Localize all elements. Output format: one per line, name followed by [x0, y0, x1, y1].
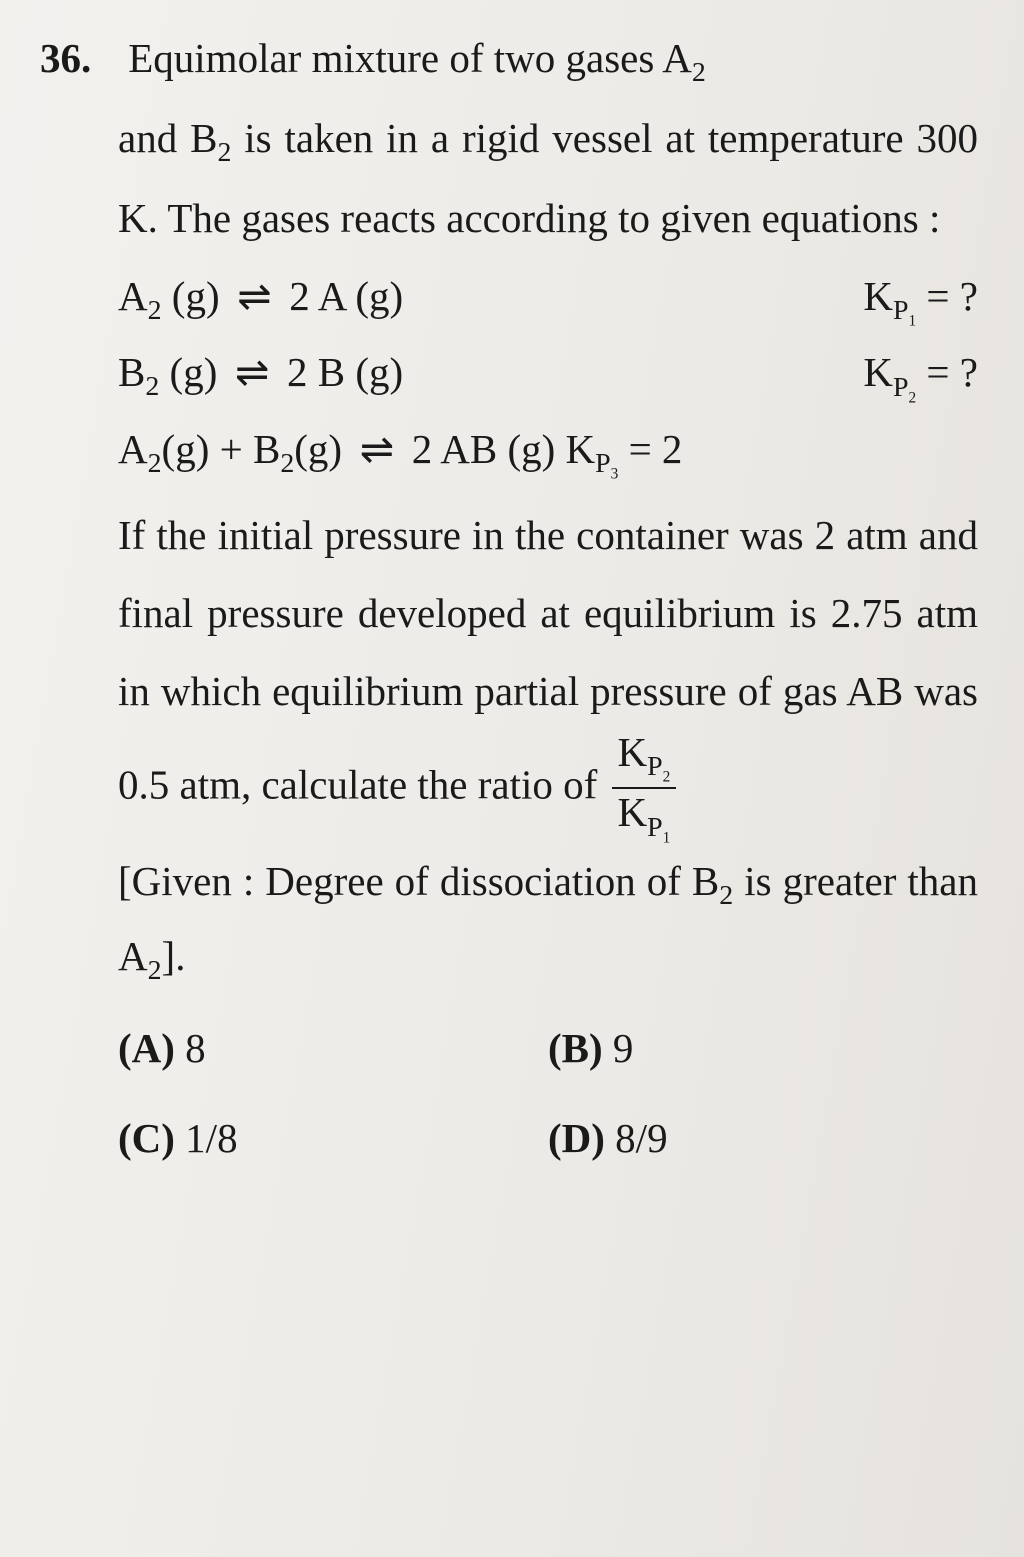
t: 2 AB (g): [402, 426, 566, 472]
t: (g): [159, 349, 217, 395]
s2: 2: [663, 768, 671, 785]
t: = ?: [916, 349, 978, 395]
choice-label: (C): [118, 1115, 175, 1161]
t: (g): [294, 426, 342, 472]
s: 2: [148, 448, 162, 479]
t: (g): [162, 273, 220, 319]
s: 2: [148, 955, 162, 986]
equilibrium-arrow-icon: ⇌: [230, 264, 279, 330]
eq2-k: KP2 = ?: [863, 340, 978, 410]
choice-label: (A): [118, 1025, 175, 1071]
t: = ?: [916, 273, 978, 319]
equation-3: A2(g) + B2(g) ⇌ 2 AB (g) KP3 = 2: [118, 417, 978, 487]
equilibrium-arrow-icon: ⇌: [228, 340, 277, 406]
t: A: [118, 273, 148, 319]
text: Equimolar mixture of two gases A: [128, 35, 692, 81]
text: is taken in a rigid vessel at temperatur…: [118, 115, 978, 241]
t: A: [118, 426, 148, 472]
t: K: [863, 273, 893, 319]
s1: P: [893, 295, 909, 326]
equilibrium-arrow-icon: ⇌: [352, 417, 401, 483]
choice-value: 8/9: [605, 1115, 668, 1161]
s: 2: [280, 448, 294, 479]
t: If the initial pressure in the container…: [118, 512, 978, 807]
s: P1: [893, 295, 916, 326]
question-text-line1: Equimolar mixture of two gases A2: [128, 20, 968, 100]
equation-1: A2 (g) ⇌ 2 A (g) KP1 = ?: [118, 264, 978, 334]
text: and B: [118, 115, 217, 161]
question-number: 36.: [40, 20, 118, 98]
s1: P: [647, 751, 663, 782]
sub: 2: [692, 57, 706, 88]
s: 2: [145, 372, 159, 403]
s1: P: [595, 448, 611, 479]
s: P3: [595, 448, 618, 479]
s: P2: [647, 751, 670, 782]
t: K: [566, 426, 596, 472]
choice-a[interactable]: (A) 8: [118, 1010, 548, 1088]
t: 2 A (g): [279, 273, 403, 319]
s: P1: [647, 812, 670, 843]
given-note: [Given : Degree of dissociation of B2 is…: [118, 846, 978, 996]
s: P2: [893, 372, 916, 403]
s: 2: [148, 295, 162, 326]
t: [Given : Degree of dissociation of B: [118, 858, 719, 904]
s1: P: [893, 372, 909, 403]
eq1-lhs: A2 (g) ⇌ 2 A (g): [118, 264, 403, 334]
s2: 1: [663, 829, 671, 846]
t: (g) + B: [162, 426, 281, 472]
choice-d[interactable]: (D) 8/9: [548, 1100, 978, 1178]
t: K: [863, 349, 893, 395]
t: K: [618, 729, 648, 775]
choice-value: 8: [175, 1025, 206, 1071]
choice-value: 9: [603, 1025, 634, 1071]
frac-num: KP2: [612, 731, 677, 790]
t: ].: [162, 933, 186, 979]
equation-2: B2 (g) ⇌ 2 B (g) KP2 = ?: [118, 340, 978, 410]
choice-label: (D): [548, 1115, 605, 1161]
choice-value: 1/8: [175, 1115, 238, 1161]
ratio-fraction: KP2 KP1: [612, 731, 677, 847]
page: 36. Equimolar mixture of two gases A2 an…: [0, 0, 1024, 1557]
frac-den: KP1: [612, 789, 677, 846]
t: 2 B (g): [277, 349, 403, 395]
s: 2: [719, 881, 733, 912]
s1: P: [647, 812, 663, 843]
choice-c[interactable]: (C) 1/8: [118, 1100, 548, 1178]
eq2-lhs: B2 (g) ⇌ 2 B (g): [118, 340, 403, 410]
choice-label: (B): [548, 1025, 603, 1071]
t: B: [118, 349, 145, 395]
question-text-cont: and B2 is taken in a rigid vessel at tem…: [118, 100, 978, 258]
t: = 2: [618, 426, 682, 472]
choice-b[interactable]: (B) 9: [548, 1010, 978, 1088]
question-block: 36. Equimolar mixture of two gases A2: [40, 20, 984, 100]
question-para-2: If the initial pressure in the container…: [118, 497, 978, 846]
sub: 2: [217, 137, 231, 168]
t: K: [618, 789, 648, 835]
answer-choices: (A) 8 (B) 9 (C) 1/8 (D) 8/9: [118, 1010, 978, 1178]
eq1-k: KP1 = ?: [863, 264, 978, 334]
